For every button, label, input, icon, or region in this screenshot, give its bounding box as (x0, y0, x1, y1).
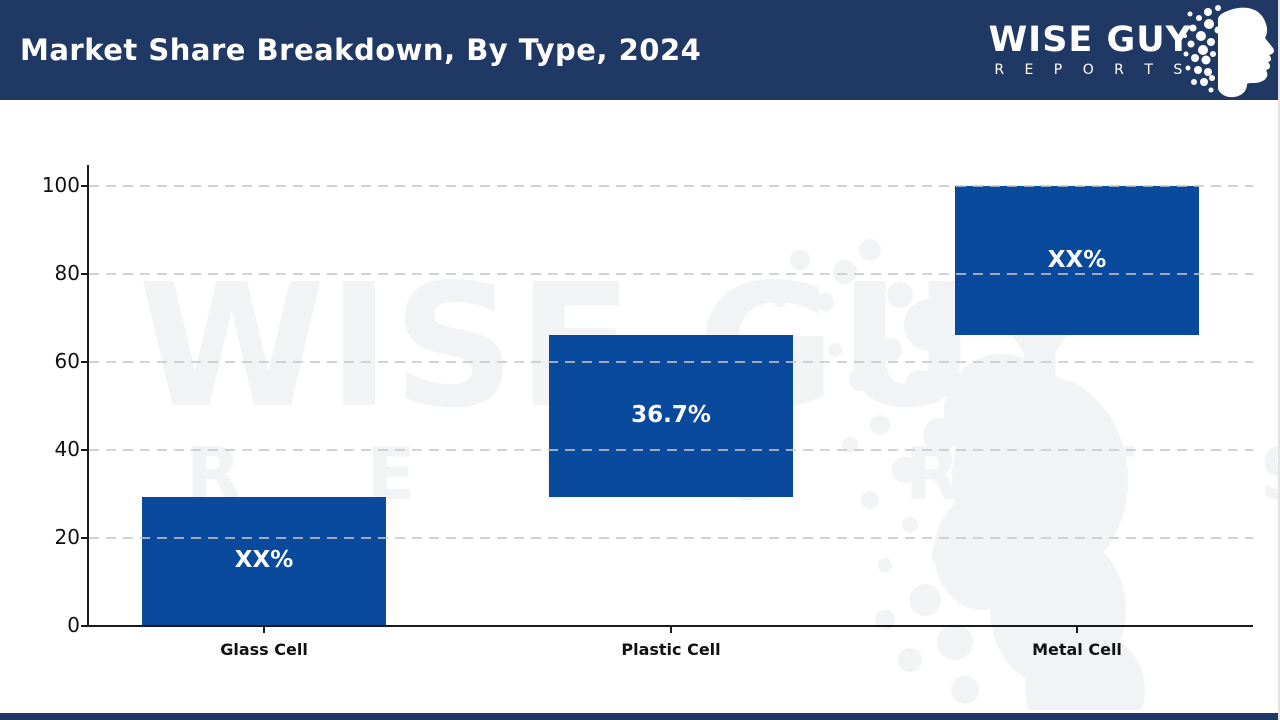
header-bar: Market Share Breakdown, By Type, 2024 WI… (0, 0, 1278, 100)
y-tick (81, 536, 88, 539)
gridline (89, 360, 1253, 363)
page-title: Market Share Breakdown, By Type, 2024 (20, 33, 702, 67)
y-tick (81, 272, 88, 275)
watermark-face-icon (728, 180, 1160, 720)
y-tick (81, 624, 88, 627)
logo-subtitle: R E P O R T S (994, 61, 1191, 78)
x-axis-line (87, 625, 1253, 627)
wiseguy-logo: WISE GUY R E P O R T S (988, 2, 1278, 98)
y-tick (81, 185, 88, 187)
gridline (89, 448, 1253, 451)
bar-value-label: XX% (1047, 246, 1107, 273)
y-tick-label: 60 (54, 348, 80, 373)
gridline (89, 536, 1253, 539)
footer-bar (0, 713, 1278, 720)
y-axis-line (87, 165, 89, 627)
waterfall-chart: 0 20 40 60 80 100 XX% Glass Cell 36.7% Plastic Ce… (0, 100, 1278, 713)
x-tick (1076, 627, 1078, 633)
bar-value-label: XX% (234, 547, 294, 574)
y-tick (81, 360, 88, 363)
x-tick (263, 627, 265, 633)
gridline (89, 272, 1253, 275)
bar-glass-cell (142, 496, 386, 626)
x-tick-label: Glass Cell (220, 640, 308, 659)
x-tick-label: Plastic Cell (621, 640, 721, 659)
x-tick (670, 627, 672, 633)
x-tick-label: Metal Cell (1032, 640, 1122, 659)
bar-value-label: 36.7% (631, 402, 711, 429)
wiseguy-face-icon (1178, 2, 1278, 98)
y-tick-label: 20 (54, 524, 80, 549)
gridline (89, 185, 1253, 187)
y-tick-label: 80 (54, 260, 80, 285)
y-tick-label: 100 (41, 173, 80, 197)
bar-metal-cell (955, 186, 1199, 336)
y-tick-label: 0 (67, 612, 80, 637)
logo-wordmark: WISE GUY (988, 19, 1192, 60)
y-tick-label: 40 (54, 436, 80, 461)
y-tick (81, 448, 88, 451)
wiseguy-logo-text: WISE GUY R E P O R T S (988, 19, 1192, 78)
